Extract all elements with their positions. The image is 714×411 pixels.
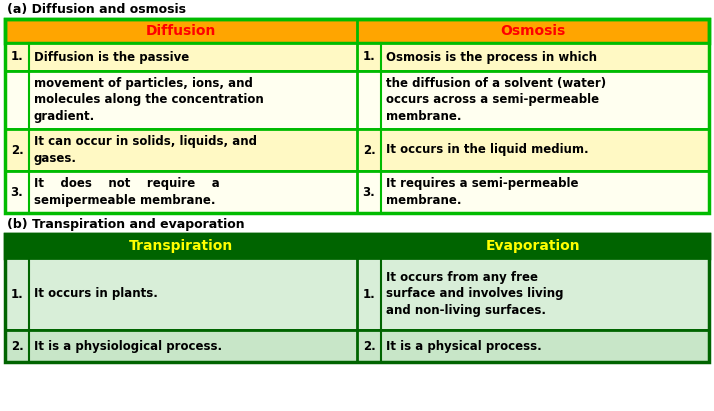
Bar [5, 19, 709, 43]
Text: (b) Transpiration and evaporation: (b) Transpiration and evaporation [7, 218, 245, 231]
Bar [5, 129, 709, 171]
Text: It is a physiological process.: It is a physiological process. [34, 339, 222, 353]
Text: Osmosis: Osmosis [501, 24, 565, 38]
Text: Osmosis is the process in which: Osmosis is the process in which [386, 51, 597, 64]
Text: It is a physical process.: It is a physical process. [386, 339, 542, 353]
Text: 2.: 2. [11, 339, 24, 353]
Bar [5, 171, 709, 213]
Text: the diffusion of a solvent (water)
occurs across a semi-permeable
membrane.: the diffusion of a solvent (water) occur… [386, 77, 606, 123]
Text: 2.: 2. [363, 143, 376, 157]
Text: 1.: 1. [11, 51, 24, 64]
Text: It occurs in plants.: It occurs in plants. [34, 288, 158, 300]
Text: It    does    not    require    a
semipermeable membrane.: It does not require a semipermeable memb… [34, 177, 220, 207]
Bar [5, 19, 709, 213]
Text: (a) Diffusion and osmosis: (a) Diffusion and osmosis [7, 3, 186, 16]
Text: 1.: 1. [363, 51, 376, 64]
Text: movement of particles, ions, and
molecules along the concentration
gradient.: movement of particles, ions, and molecul… [34, 77, 263, 123]
Text: Diffusion: Diffusion [146, 24, 216, 38]
Text: Evaporation: Evaporation [486, 239, 580, 253]
Text: Diffusion is the passive: Diffusion is the passive [34, 51, 189, 64]
Bar [5, 330, 709, 362]
Bar [5, 71, 709, 129]
Text: 1.: 1. [363, 288, 376, 300]
Text: 1.: 1. [11, 288, 24, 300]
Text: 2.: 2. [11, 143, 24, 157]
Bar [5, 258, 709, 330]
Bar [5, 234, 709, 362]
Bar [5, 43, 709, 71]
Text: It requires a semi-permeable
membrane.: It requires a semi-permeable membrane. [386, 177, 578, 207]
Text: It can occur in solids, liquids, and
gases.: It can occur in solids, liquids, and gas… [34, 135, 257, 165]
Text: 3.: 3. [363, 185, 376, 199]
Text: Transpiration: Transpiration [129, 239, 233, 253]
Text: It occurs in the liquid medium.: It occurs in the liquid medium. [386, 143, 588, 157]
Text: 3.: 3. [11, 185, 24, 199]
Text: 2.: 2. [363, 339, 376, 353]
Bar [5, 234, 709, 258]
Text: It occurs from any free
surface and involves living
and non-living surfaces.: It occurs from any free surface and invo… [386, 271, 563, 317]
